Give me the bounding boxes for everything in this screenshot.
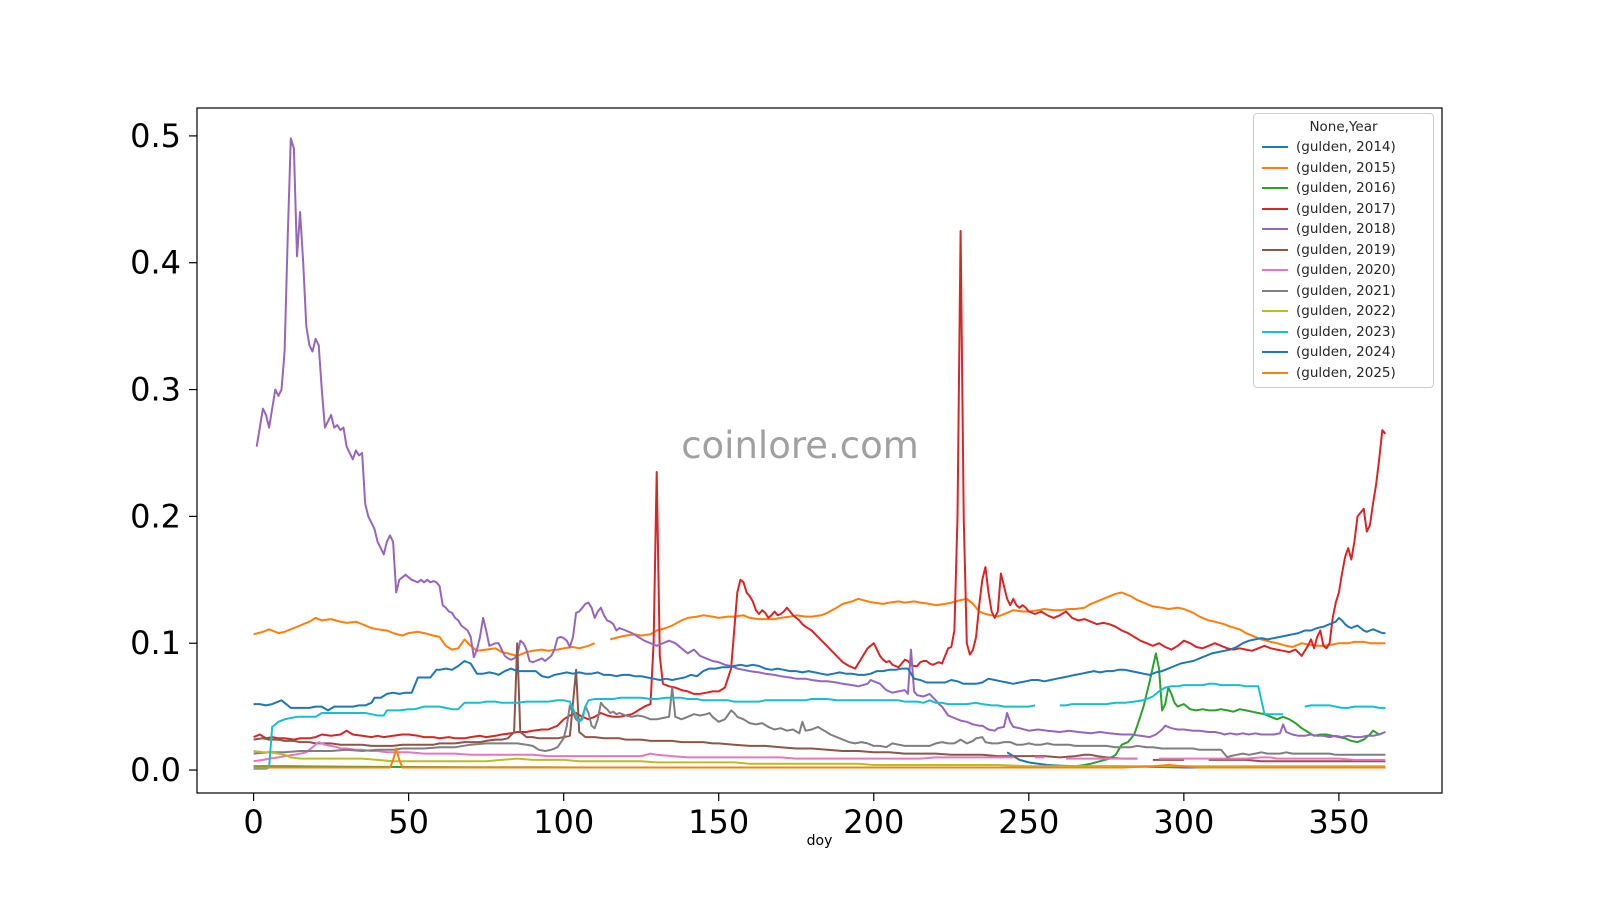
- x-tick-label: 100: [533, 803, 594, 841]
- legend-line-swatch: [1262, 187, 1288, 190]
- legend-line-swatch: [1262, 289, 1288, 292]
- series-line-gulden-2015: [253, 591, 1386, 657]
- legend-item-label: (gulden, 2024): [1296, 344, 1396, 361]
- legend-item: (gulden, 2014): [1262, 137, 1425, 158]
- legend-item: (gulden, 2016): [1262, 178, 1425, 199]
- legend-item-label: (gulden, 2022): [1296, 303, 1396, 320]
- legend-item: (gulden, 2022): [1262, 301, 1425, 322]
- legend-line-swatch: [1262, 207, 1288, 210]
- y-tick-label: 0.4: [130, 244, 181, 282]
- x-tick-label: 350: [1308, 803, 1369, 841]
- legend-item: (gulden, 2018): [1262, 219, 1425, 240]
- x-tick-label: 50: [388, 803, 429, 841]
- plot-border: [196, 107, 1443, 794]
- legend-item: (gulden, 2017): [1262, 199, 1425, 220]
- y-tick-label: 0.5: [130, 117, 181, 155]
- x-tick-label: 200: [843, 803, 904, 841]
- legend-line-swatch: [1262, 146, 1288, 149]
- x-axis-label: doy: [807, 833, 833, 849]
- legend-item: (gulden, 2024): [1262, 342, 1425, 363]
- legend-item: (gulden, 2015): [1262, 158, 1425, 179]
- legend-item-label: (gulden, 2025): [1296, 364, 1396, 381]
- legend-item: (gulden, 2025): [1262, 363, 1425, 384]
- legend-item: (gulden, 2023): [1262, 322, 1425, 343]
- legend-line-swatch: [1262, 269, 1288, 272]
- legend-line-swatch: [1262, 228, 1288, 231]
- legend-item-label: (gulden, 2020): [1296, 262, 1396, 279]
- series-line-gulden-2023: [253, 682, 1386, 770]
- y-tick-label: 0.3: [130, 371, 181, 409]
- x-tick-label: 300: [1153, 803, 1214, 841]
- legend-line-swatch: [1262, 248, 1288, 251]
- series-line-gulden-2020: [253, 741, 1386, 763]
- legend-item: (gulden, 2020): [1262, 260, 1425, 281]
- legend-title: None,Year: [1309, 119, 1378, 135]
- legend-item-label: (gulden, 2018): [1296, 221, 1396, 238]
- legend-line-swatch: [1262, 166, 1288, 169]
- series-line-gulden-2018: [255, 137, 1386, 739]
- legend-box: None,Year (gulden, 2014) (gulden, 2015) (g…: [1253, 113, 1434, 388]
- y-tick-label: 0.2: [130, 497, 181, 535]
- x-tick-label: 0: [243, 803, 263, 841]
- legend-item-label: (gulden, 2014): [1296, 139, 1396, 156]
- legend-item-label: (gulden, 2015): [1296, 159, 1396, 176]
- series-line-gulden-2024: [253, 616, 1386, 712]
- legend-item-label: (gulden, 2017): [1296, 200, 1396, 217]
- series-line-gulden-2017: [253, 230, 1387, 741]
- x-tick-label: 250: [998, 803, 1059, 841]
- legend-line-swatch: [1262, 351, 1288, 354]
- y-tick-label: 0.1: [130, 624, 181, 662]
- legend-item-label: (gulden, 2016): [1296, 180, 1396, 197]
- y-tick-label: 0.0: [130, 751, 181, 789]
- legend-item-label: (gulden, 2023): [1296, 323, 1396, 340]
- series-line-gulden-2021: [253, 686, 1386, 759]
- legend-line-swatch: [1262, 310, 1288, 313]
- legend-line-swatch: [1262, 371, 1288, 374]
- series-line-gulden-2025: [253, 747, 1386, 769]
- x-tick-label: 150: [688, 803, 749, 841]
- legend-item-label: (gulden, 2019): [1296, 241, 1396, 258]
- series-line-gulden-2022: [253, 750, 1386, 768]
- series-line-gulden-2019: [253, 642, 1386, 763]
- legend-item-label: (gulden, 2021): [1296, 282, 1396, 299]
- legend-item: (gulden, 2021): [1262, 281, 1425, 302]
- legend-item: (gulden, 2019): [1262, 240, 1425, 261]
- legend-line-swatch: [1262, 330, 1288, 333]
